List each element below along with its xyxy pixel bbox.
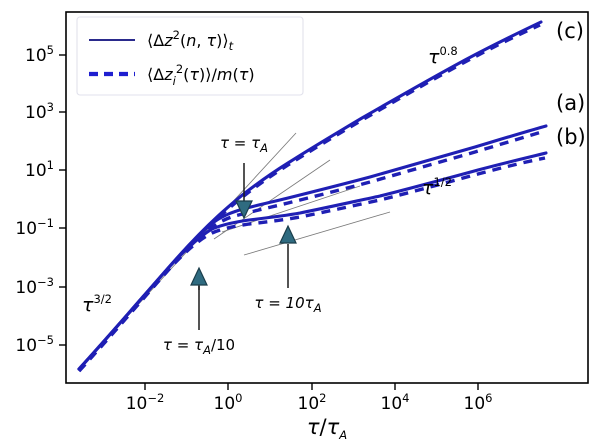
- power-label-tau-one-half: τ1/2: [422, 175, 452, 199]
- x-tick-label: 104: [381, 391, 410, 414]
- x-tick-label: 102: [298, 391, 327, 414]
- curve-label-a: (a): [556, 91, 585, 115]
- annotation-arrow-tau-equals-tauA: [235, 163, 253, 220]
- dashed-overlay-group: [77, 23, 546, 373]
- y-tick-label: 10−3: [15, 275, 54, 298]
- guide-line-tau-half-b: [243, 211, 391, 256]
- x-tick-label: 100: [214, 391, 243, 414]
- annotation-arrow-tau-equals-tauA-over-10: [190, 266, 208, 330]
- x-axis-title: τ/τA: [307, 415, 347, 439]
- series-line-b: [77, 151, 548, 371]
- x-axis-ticks: [144, 383, 479, 390]
- arrow-head-up-icon: [279, 224, 297, 244]
- y-tick-label: 105: [25, 43, 54, 66]
- arrow-head-up-icon: [190, 266, 208, 286]
- y-tick-label: 101: [25, 158, 54, 181]
- arrow-head-down-icon: [235, 200, 253, 220]
- y-tick-label: 10−1: [15, 216, 54, 239]
- legend-label-solid: ⟨Δz2(n, τ)⟩t: [147, 28, 234, 53]
- curve-label-b: (b): [556, 125, 586, 149]
- legend-box: [76, 16, 304, 96]
- x-axis-tick-labels: 10−2 100 102 104 106: [126, 391, 493, 414]
- y-tick-label: 10−5: [15, 333, 54, 356]
- annotation-label-tau-equals-10-tauA: τ = 10τA: [254, 294, 321, 315]
- y-axis-ticks: [59, 54, 66, 346]
- x-tick-label: 10−2: [126, 391, 165, 414]
- annotation-arrow-tau-equals-10-tauA: [279, 224, 297, 288]
- x-tick-label: 106: [464, 391, 493, 414]
- y-tick-label: 103: [25, 100, 54, 123]
- annotation-label-tau-equals-tauA-over-10: τ = τA/10: [163, 336, 235, 357]
- annotation-label-tau-equals-tauA: τ = τA: [220, 134, 268, 155]
- power-label-tau-zero-point-eight: τ0.8: [428, 44, 458, 68]
- y-axis-tick-labels: 105 103 101 10−1 10−3 10−5: [15, 43, 54, 356]
- legend: ⟨Δz2(n, τ)⟩t ⟨Δzi2(τ)⟩/m(τ): [76, 16, 304, 96]
- power-label-tau-three-halves: τ3/2: [82, 292, 112, 316]
- legend-label-dashed: ⟨Δzi2(τ)⟩/m(τ): [147, 62, 255, 88]
- series-dashed-c: [77, 23, 541, 373]
- series-dashed-b: [77, 156, 546, 373]
- curve-label-c: (c): [556, 19, 584, 43]
- series-dashed-a: [77, 129, 546, 373]
